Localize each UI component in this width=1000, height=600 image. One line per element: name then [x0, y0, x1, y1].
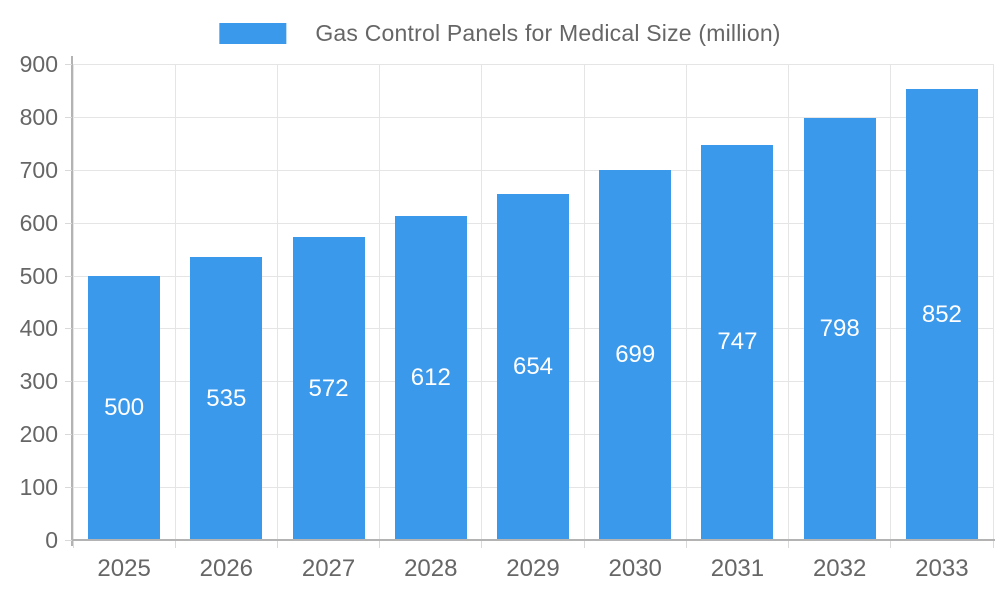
x-tick-label: 2025 — [97, 555, 151, 582]
bar-value-label: 654 — [512, 353, 554, 381]
bar[interactable]: 572 — [292, 237, 365, 540]
y-tick-label: 100 — [19, 474, 58, 501]
x-tick-label: 2032 — [812, 555, 867, 582]
y-tick-mark — [65, 381, 72, 383]
bar-value-label: 535 — [206, 384, 247, 412]
gridline-vertical — [379, 64, 381, 540]
y-axis-line — [71, 56, 73, 546]
y-tick-mark — [65, 434, 72, 436]
bar[interactable]: 535 — [190, 257, 263, 540]
x-tick-mark — [890, 541, 892, 548]
y-tick-label: 300 — [19, 368, 58, 395]
y-tick-label: 800 — [19, 103, 58, 130]
gridline-vertical — [481, 64, 483, 540]
gridline-horizontal — [73, 116, 993, 118]
x-tick-mark — [72, 541, 74, 548]
gridline-horizontal — [73, 64, 993, 65]
bar-value-label: 852 — [921, 300, 962, 328]
x-tick-mark — [481, 541, 483, 548]
x-tick-label: 2026 — [199, 555, 254, 582]
y-tick-label: 200 — [19, 421, 58, 448]
y-tick-mark — [65, 169, 72, 171]
bar[interactable]: 500 — [88, 275, 161, 540]
x-tick-label: 2030 — [608, 555, 662, 582]
legend[interactable]: Gas Control Panels for Medical Size (mil… — [219, 20, 780, 47]
legend-swatch — [219, 23, 287, 44]
y-tick-mark — [65, 540, 72, 541]
y-tick-label: 600 — [19, 209, 58, 236]
gridline-vertical — [788, 64, 790, 540]
bar-value-label: 798 — [819, 314, 860, 342]
x-tick-mark — [788, 541, 790, 548]
x-tick-mark — [992, 541, 994, 548]
bar[interactable]: 612 — [394, 216, 467, 540]
bar[interactable]: 747 — [701, 144, 774, 540]
bar-value-label: 500 — [104, 393, 145, 421]
x-tick-mark — [174, 541, 176, 548]
gridline-vertical — [685, 64, 687, 540]
x-tick-mark — [276, 541, 278, 548]
bar-value-label: 699 — [615, 341, 656, 369]
gridline-vertical — [276, 64, 278, 540]
plot-area: 500 535 572 612 654 699 747 798 852 — [72, 64, 994, 540]
bar-value-label: 572 — [308, 374, 349, 402]
x-tick-mark — [379, 541, 381, 548]
bar[interactable]: 798 — [803, 117, 876, 540]
y-tick-label: 0 — [45, 527, 58, 553]
x-axis-line — [71, 539, 995, 541]
y-tick-mark — [65, 275, 72, 277]
x-tick-label: 2029 — [506, 555, 560, 582]
bar[interactable]: 699 — [599, 170, 672, 540]
x-tick-mark — [685, 541, 687, 548]
y-tick-label: 400 — [19, 315, 58, 342]
gridline-vertical — [583, 64, 585, 540]
y-tick-label: 900 — [19, 51, 58, 77]
bar-value-label: 747 — [717, 328, 758, 356]
gridline-vertical — [890, 64, 892, 540]
y-tick-mark — [65, 328, 72, 330]
y-tick-mark — [65, 64, 72, 65]
legend-label: Gas Control Panels for Medical Size (mil… — [315, 20, 781, 46]
gridline-horizontal — [73, 169, 993, 171]
bar-value-label: 612 — [410, 364, 451, 392]
y-tick-mark — [65, 222, 72, 224]
x-tick-label: 2031 — [710, 555, 765, 582]
x-tick-mark — [583, 541, 585, 548]
x-tick-label: 2027 — [301, 555, 356, 582]
y-tick-mark — [65, 487, 72, 489]
gridline-vertical — [72, 64, 74, 540]
x-tick-label: 2033 — [915, 555, 969, 582]
bar[interactable]: 852 — [905, 89, 978, 540]
y-tick-mark — [65, 116, 72, 118]
y-tick-label: 700 — [19, 156, 58, 183]
bar[interactable]: 654 — [497, 194, 569, 540]
gridline-vertical — [992, 64, 994, 540]
x-tick-label: 2028 — [404, 555, 458, 582]
y-tick-label: 500 — [19, 262, 58, 289]
gridline-vertical — [174, 64, 176, 540]
